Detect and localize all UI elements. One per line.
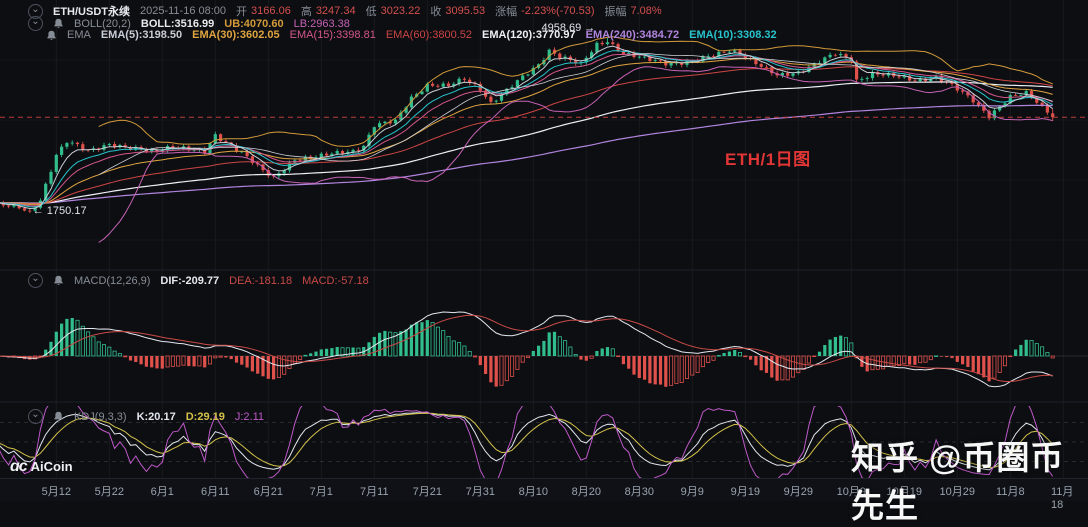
macd-indicator-bar: ⌄ MACD(12,26,9) DIF:-209.77 DEA:-181.18 … [28, 273, 369, 288]
watermark: 知乎 @币圈币先生 [851, 439, 1065, 524]
kdj-j-value: J:2.11 [234, 410, 265, 423]
ema15-value: EMA(15):3398.81 [289, 29, 376, 41]
boll-indicator-bar: ⌄ BOLL(20,2) BOLL:3516.99 UB:4070.60 LB:… [28, 16, 350, 31]
chevron-down-icon[interactable]: ⌄ [28, 16, 43, 31]
grid-layer [55, 0, 1064, 478]
x-axis[interactable]: 5月12 5月22 6月1 6月11 6月21 7月1 7月11 7月21 7月31 8月10 8月… [0, 478, 1088, 511]
chart-title-annotation: ETH/1日图 [725, 150, 811, 169]
x-tick-label: 8月20 [571, 486, 601, 498]
ohlc-info-bar: ⌄ ETH/USDT永续 2025-11-16 08:00 开 3166.06 高… [28, 3, 662, 19]
kdj-k-value: K:20.17 [136, 410, 176, 423]
x-tick-label: 7月11 [360, 486, 389, 498]
change-field: 涨幅 -2.23%(-70.53) [495, 5, 595, 18]
alert-bell-icon[interactable] [53, 275, 64, 286]
kdj-layer [0, 406, 1088, 478]
boll-lb-value: LB:2963.38 [293, 17, 350, 30]
ema30-value: EMA(30):3602.05 [192, 29, 280, 41]
x-tick-label: 9月9 [680, 486, 704, 498]
candle-datetime: 2025-11-16 08:00 [140, 5, 227, 17]
symbol-name[interactable]: ETH/USDT永续 [53, 6, 130, 18]
alert-bell-icon[interactable] [53, 411, 64, 422]
macd-dea-value: DEA:-181.18 [229, 274, 293, 287]
x-tick-label: 8月30 [624, 486, 654, 498]
x-tick-label: 5月12 [41, 486, 71, 498]
ema5-value: EMA(5):3198.50 [100, 29, 183, 41]
ma-overlay-layer [0, 36, 1054, 243]
alert-bell-icon[interactable] [53, 18, 64, 29]
open-field: 开 3166.06 [236, 5, 291, 18]
ema-indicator-bar: EMA EMA(5):3198.50 EMA(30):3602.05 EMA(1… [46, 29, 777, 41]
kdj-d-value: D:29.19 [185, 410, 225, 423]
x-tick-label: 6月21 [253, 486, 283, 498]
macd-dif-value: DIF:-209.77 [160, 274, 220, 287]
ema10-value: EMA(10):3308.32 [689, 29, 777, 41]
close-field: 收 3095.53 [430, 5, 486, 18]
aicoin-logo: ɑc AiCoin [10, 458, 73, 476]
ema240-value: EMA(240):3484.72 [585, 29, 680, 41]
x-tick-label: 8月10 [518, 486, 548, 498]
ema60-value: EMA(60):3800.52 [385, 29, 473, 41]
macd-layer [0, 311, 1088, 388]
x-tick-label: 11月8 [996, 486, 1025, 498]
aicoin-logo-mark: ɑc [10, 458, 28, 475]
x-tick-label: 9月29 [783, 486, 813, 498]
ema120-value: EMA(120):3770.97 [482, 29, 576, 41]
low-field: 低 3023.22 [365, 5, 421, 18]
x-tick-label: 6月11 [201, 486, 230, 498]
ath-price-label: 4958.69 → [541, 22, 596, 34]
macd-macd-value: MACD:-57.18 [302, 274, 369, 287]
x-tick-label: 10月19 [886, 486, 923, 498]
alert-bell-icon[interactable] [46, 30, 57, 41]
x-tick-label: 10月9 [836, 486, 866, 498]
x-tick-label: 7月1 [309, 486, 333, 498]
high-field: 高 3247.34 [300, 5, 356, 18]
boll-name: BOLL(20,2) [74, 17, 131, 30]
boll-mid-value: BOLL:3516.99 [140, 17, 215, 30]
kdj-name: KDJ(9,3,3) [74, 410, 127, 423]
aicoin-logo-text: AiCoin [30, 459, 73, 474]
x-tick-label: 9月19 [730, 486, 760, 498]
arrow-left-icon: ← [32, 205, 44, 217]
amplitude-field: 振幅 7.08% [604, 5, 662, 18]
macd-name: MACD(12,26,9) [74, 274, 151, 287]
x-tick-label: 7月31 [465, 486, 495, 498]
atl-price-label: ← 1750.17 [32, 205, 87, 217]
arrow-right-icon: → [584, 22, 596, 34]
x-tick-label: 5月22 [94, 486, 124, 498]
ema-name: EMA [67, 29, 91, 41]
boll-ub-value: UB:4070.60 [224, 17, 284, 30]
chevron-down-icon[interactable]: ⌄ [28, 273, 43, 288]
x-tick-label: 6月1 [150, 486, 174, 498]
x-tick-label: 7月21 [412, 486, 442, 498]
kdj-indicator-bar: ⌄ KDJ(9,3,3) K:20.17 D:29.19 J:2.11 [28, 409, 264, 424]
chevron-down-icon[interactable]: ⌄ [28, 409, 43, 424]
x-tick-label: 10月29 [939, 486, 976, 498]
candles-layer [1, 38, 1055, 213]
price-chart-canvas[interactable] [0, 0, 1088, 478]
